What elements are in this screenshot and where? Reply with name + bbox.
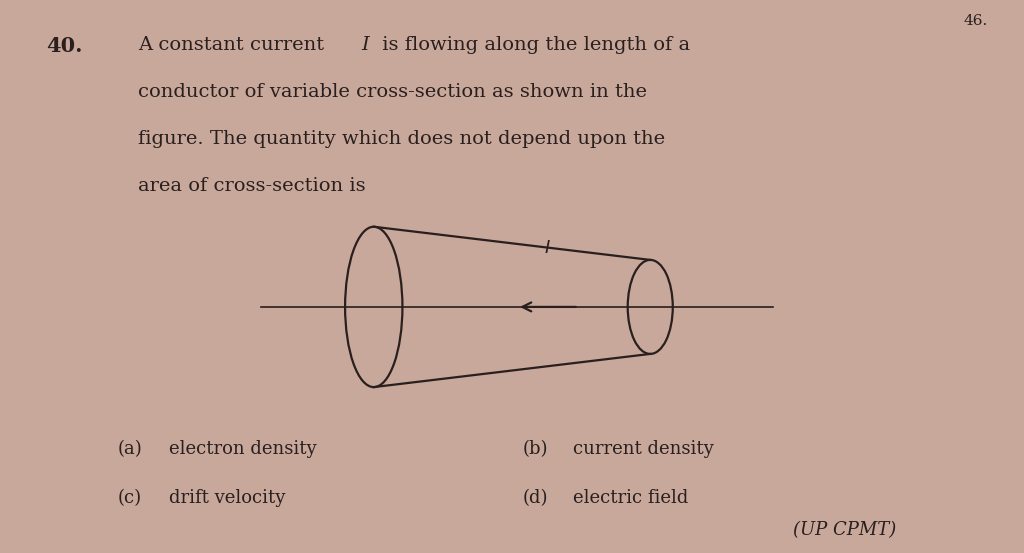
Text: (UP CPMT): (UP CPMT) (793, 521, 896, 539)
Text: figure. The quantity which does not depend upon the: figure. The quantity which does not depe… (138, 130, 666, 148)
Text: electron density: electron density (169, 440, 316, 458)
Text: current density: current density (573, 440, 714, 458)
Text: $I$: $I$ (545, 239, 551, 257)
Text: conductor of variable cross-section as shown in the: conductor of variable cross-section as s… (138, 83, 647, 101)
Text: is flowing along the length of a: is flowing along the length of a (376, 36, 690, 54)
Text: area of cross-section is: area of cross-section is (138, 177, 366, 195)
Text: I: I (361, 36, 370, 54)
Text: (c): (c) (118, 489, 142, 508)
Text: (b): (b) (522, 440, 548, 458)
Text: 40.: 40. (46, 36, 83, 56)
Text: electric field: electric field (573, 489, 689, 508)
Text: (d): (d) (522, 489, 548, 508)
Text: (a): (a) (118, 440, 142, 458)
Text: drift velocity: drift velocity (169, 489, 286, 508)
Text: 46.: 46. (964, 14, 988, 28)
Text: A constant current: A constant current (138, 36, 331, 54)
